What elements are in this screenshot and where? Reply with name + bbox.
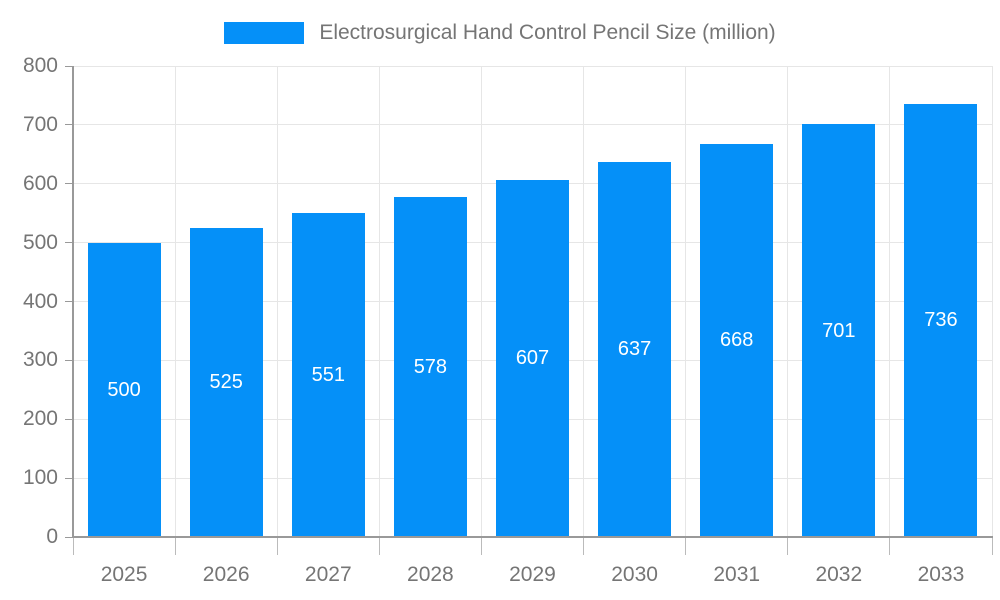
x-axis-tick bbox=[787, 537, 789, 555]
gridline-vertical bbox=[889, 66, 891, 537]
bar[interactable] bbox=[904, 103, 978, 536]
gridline-vertical bbox=[276, 66, 278, 537]
bar[interactable] bbox=[189, 227, 263, 536]
bar[interactable] bbox=[393, 196, 467, 536]
y-axis-tick bbox=[65, 477, 73, 479]
x-axis-tick bbox=[583, 537, 585, 555]
gridline-vertical bbox=[480, 66, 482, 537]
gridline-horizontal bbox=[73, 65, 992, 67]
x-axis-label: 2025 bbox=[100, 563, 148, 586]
y-axis-label: 0 bbox=[46, 525, 58, 548]
y-axis-label: 700 bbox=[22, 112, 58, 136]
x-axis-label: 2033 bbox=[917, 563, 965, 586]
x-axis-tick bbox=[480, 537, 482, 555]
y-axis-tick bbox=[65, 301, 73, 302]
gridline-vertical bbox=[991, 66, 993, 537]
gridline-vertical bbox=[583, 66, 585, 537]
x-axis-tick bbox=[378, 537, 380, 555]
y-axis-tick bbox=[65, 242, 73, 244]
gridline-horizontal bbox=[73, 124, 992, 126]
x-axis-tick bbox=[889, 537, 891, 555]
y-axis-tick bbox=[65, 183, 73, 185]
y-axis-label: 100 bbox=[22, 466, 58, 490]
gridline-vertical bbox=[685, 66, 687, 537]
y-axis-tick bbox=[65, 124, 73, 126]
y-axis-label: 300 bbox=[22, 348, 58, 372]
y-axis-label: 200 bbox=[22, 407, 58, 431]
bar[interactable] bbox=[496, 179, 569, 536]
legend-swatch bbox=[224, 22, 305, 44]
y-axis-tick bbox=[65, 65, 73, 67]
bar[interactable] bbox=[291, 212, 365, 536]
y-axis-tick bbox=[65, 359, 73, 361]
x-axis-label: 2029 bbox=[509, 563, 556, 586]
x-axis-tick bbox=[991, 537, 993, 555]
y-axis-label: 500 bbox=[22, 230, 58, 254]
x-axis-line bbox=[72, 536, 993, 538]
y-axis-tick bbox=[65, 418, 73, 420]
y-axis-label: 600 bbox=[22, 171, 58, 195]
x-axis-label: 2032 bbox=[815, 563, 863, 586]
legend[interactable]: Electrosurgical Hand Control Pencil Size… bbox=[0, 17, 1000, 49]
y-axis-label: 400 bbox=[22, 289, 58, 313]
x-axis-tick bbox=[276, 537, 278, 555]
y-axis-line bbox=[72, 66, 74, 537]
x-axis-label: 2031 bbox=[713, 563, 761, 586]
gridline-vertical bbox=[378, 66, 380, 537]
gridline-vertical bbox=[174, 66, 176, 537]
x-axis-label: 2027 bbox=[304, 563, 352, 586]
bar[interactable] bbox=[802, 124, 876, 536]
gridline-vertical bbox=[787, 66, 789, 537]
x-axis-tick bbox=[72, 537, 74, 555]
bar[interactable] bbox=[700, 143, 774, 536]
x-axis-tick bbox=[174, 537, 176, 555]
x-axis-label: 2030 bbox=[611, 563, 658, 586]
y-axis-label: 800 bbox=[22, 54, 58, 77]
x-axis-tick bbox=[685, 537, 687, 555]
bar[interactable] bbox=[598, 161, 672, 536]
x-axis-label: 2026 bbox=[202, 563, 250, 586]
bar[interactable] bbox=[87, 242, 161, 536]
legend-label: Electrosurgical Hand Control Pencil Size… bbox=[319, 21, 776, 44]
y-axis-tick bbox=[65, 536, 73, 538]
x-axis-label: 2028 bbox=[407, 563, 454, 586]
